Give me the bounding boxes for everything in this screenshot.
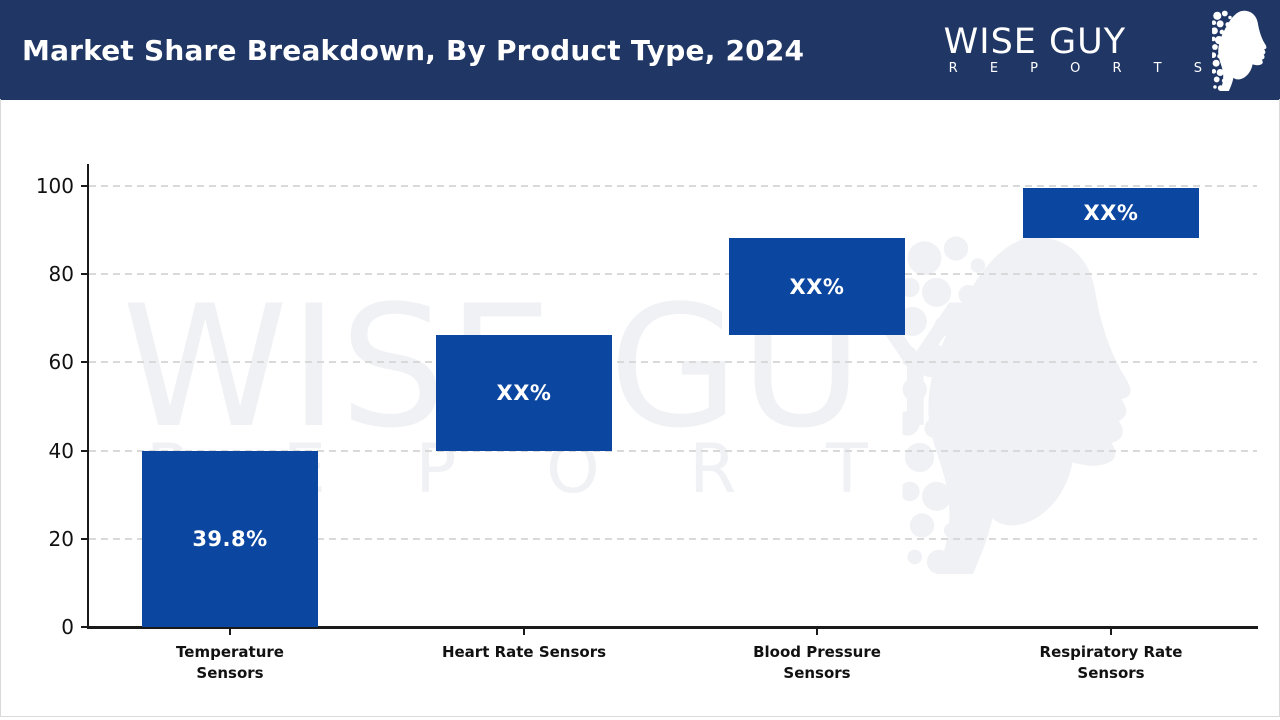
x-category-line: Respiratory Rate bbox=[1039, 643, 1183, 661]
bar-value-label: 39.8% bbox=[192, 527, 268, 552]
x-category-line: Temperature bbox=[176, 643, 284, 661]
brand-logo-text: WISE GUY R E P O R T S bbox=[943, 21, 1216, 77]
bar-value-label: XX% bbox=[496, 381, 552, 406]
bar-value-label: XX% bbox=[1083, 200, 1139, 225]
bar-heart-rate-sensors: XX% bbox=[436, 335, 612, 452]
y-axis-tick bbox=[81, 537, 88, 540]
x-category-line: Heart Rate Sensors bbox=[441, 643, 607, 661]
grid-line bbox=[89, 449, 1257, 452]
y-axis-tick bbox=[81, 361, 88, 364]
x-category-line: Blood Pressure bbox=[753, 643, 881, 661]
header-bar: Market Share Breakdown, By Product Type,… bbox=[0, 0, 1280, 100]
brand-name: WISE GUY bbox=[943, 21, 1127, 62]
brand-subtitle: R E P O R T S bbox=[948, 61, 1216, 77]
bar-value-label: XX% bbox=[789, 274, 845, 299]
plot-area: 0 20 40 60 80 100 39.8% Temperature Sensors XX% He… bbox=[0, 100, 1280, 720]
brand-logo: WISE GUY R E P O R T S bbox=[944, 10, 1270, 91]
x-axis-tick bbox=[229, 629, 231, 635]
y-tick-label: 100 bbox=[35, 174, 74, 198]
brand-face-icon bbox=[1212, 10, 1270, 91]
y-tick-label: 0 bbox=[61, 615, 74, 639]
bar-blood-pressure-sensors: XX% bbox=[729, 238, 905, 336]
grid-line bbox=[89, 273, 1257, 276]
y-axis-tick bbox=[81, 626, 88, 628]
x-category-line: Sensors bbox=[196, 664, 264, 682]
x-axis-line bbox=[87, 626, 1258, 629]
grid-line bbox=[89, 185, 1257, 187]
bar-temperature-sensors: 39.8% bbox=[142, 451, 318, 627]
x-axis-tick bbox=[816, 629, 818, 635]
y-tick-label: 40 bbox=[48, 438, 74, 463]
x-axis-tick bbox=[1110, 629, 1112, 635]
y-axis-line bbox=[87, 164, 89, 629]
x-category-label: Heart Rate Sensors bbox=[377, 642, 671, 663]
chart-title: Market Share Breakdown, By Product Type,… bbox=[22, 33, 805, 67]
y-tick-label: 60 bbox=[48, 350, 74, 375]
x-axis-tick bbox=[523, 629, 525, 635]
y-tick-label: 20 bbox=[48, 526, 74, 551]
grid-line bbox=[89, 361, 1257, 364]
y-axis-tick bbox=[81, 449, 88, 452]
bar-respiratory-rate-sensors: XX% bbox=[1023, 187, 1199, 239]
x-category-label: Temperature Sensors bbox=[83, 642, 377, 684]
x-category-line: Sensors bbox=[783, 664, 851, 682]
y-axis-tick bbox=[81, 273, 88, 276]
x-category-label: Blood Pressure Sensors bbox=[670, 642, 964, 684]
y-tick-label: 80 bbox=[48, 262, 74, 287]
x-category-line: Sensors bbox=[1077, 664, 1145, 682]
y-axis-tick bbox=[81, 185, 88, 187]
x-category-label: Respiratory Rate Sensors bbox=[964, 642, 1258, 684]
grid-line bbox=[89, 537, 1257, 540]
